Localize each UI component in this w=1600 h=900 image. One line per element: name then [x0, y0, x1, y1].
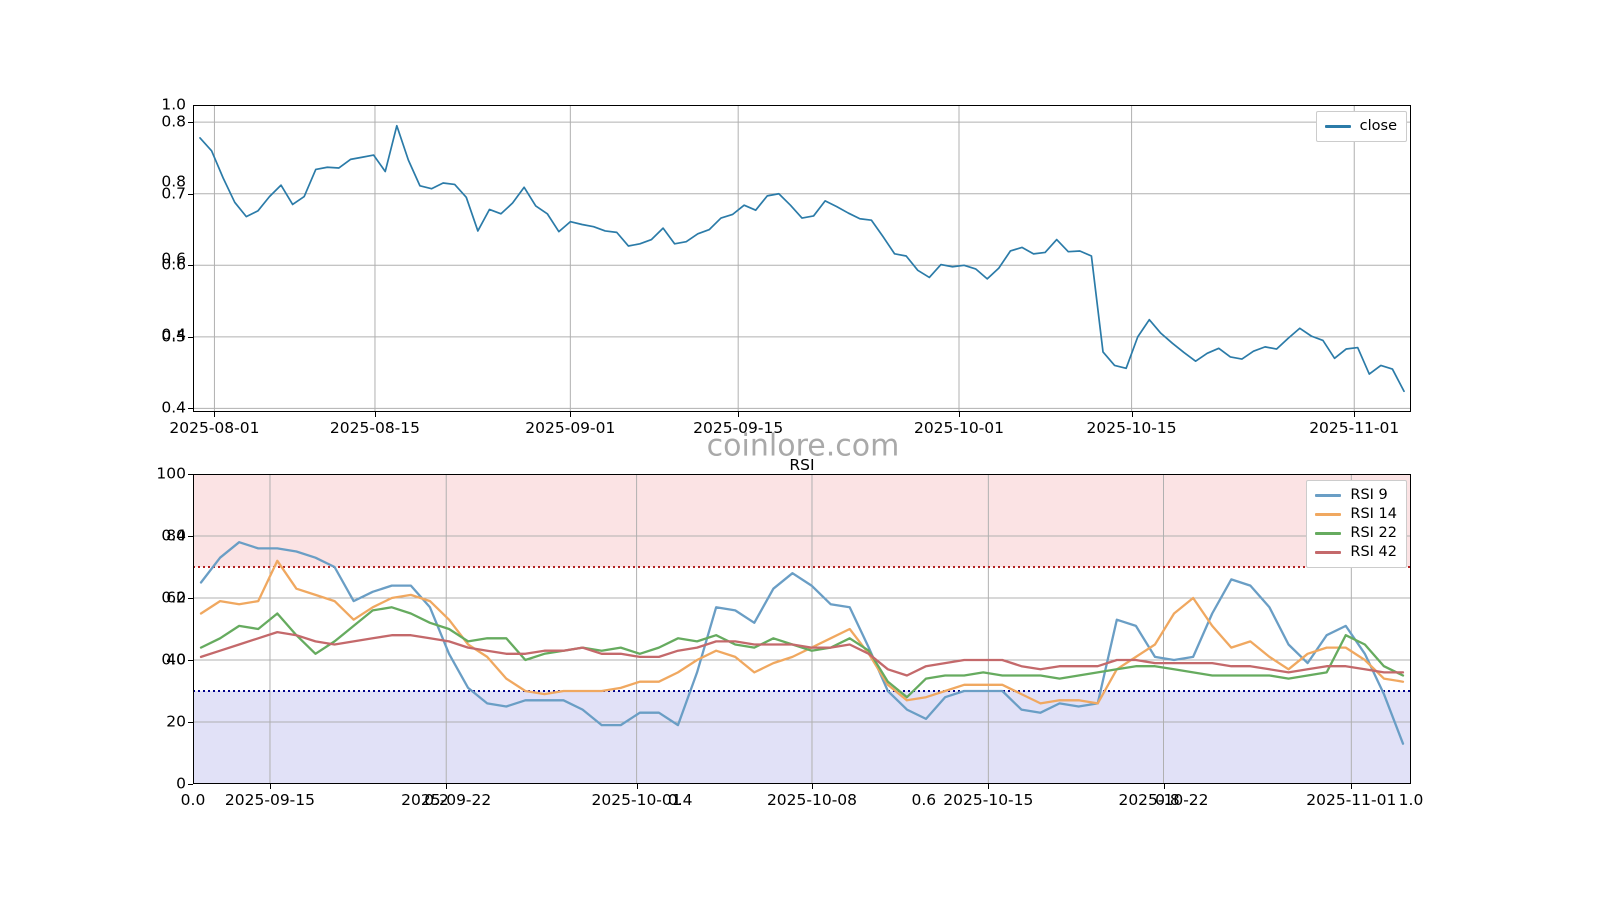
tick-mark — [188, 598, 193, 599]
tick-mark — [188, 722, 193, 723]
price-y-tick: 0.4 — [161, 398, 186, 417]
legend-item: close — [1324, 117, 1397, 136]
rsi-y-tick-secondary: 0.4 — [161, 526, 186, 545]
price-chart-panel: 0.8 0.7 0.6 0.5 0.4 1.0 0.8 0.6 0.4 2025-08-01 20… — [161, 97, 1411, 436]
rsi-x-tick: 2025-09-22 — [401, 791, 492, 809]
legend-label-rsi42: RSI 42 — [1350, 544, 1397, 561]
rsi-x-tick-secondary: 0.0 — [180, 791, 206, 809]
price-x-tick: 2025-10-15 — [1086, 419, 1177, 437]
rsi-legend: RSI 9 RSI 14 RSI 22 RSI 42 — [1306, 480, 1407, 568]
price-y-tick: 0.7 — [161, 183, 186, 202]
tick-mark — [188, 336, 193, 338]
legend-label-rsi9: RSI 9 — [1350, 487, 1388, 504]
rsi-x-tick-secondary: 0.8 — [1155, 791, 1180, 809]
tick-mark — [188, 474, 193, 475]
legend-swatch-rsi9 — [1315, 494, 1342, 497]
rsi-y-tick: 80 — [166, 526, 186, 545]
price-x-tick: 2025-09-15 — [693, 419, 784, 437]
price-x-tick: 2025-09-01 — [525, 419, 616, 437]
tick-mark — [188, 193, 193, 195]
rsi-x-tick: 2025-10-15 — [943, 791, 1034, 809]
tick-mark — [188, 536, 193, 537]
tick-mark — [1351, 784, 1353, 789]
price-y-tick: 0.5 — [161, 327, 186, 346]
tick-mark — [811, 784, 813, 789]
tick-mark — [188, 660, 193, 661]
rsi-plot-area — [193, 474, 1411, 784]
rsi-y-tick: 60 — [166, 588, 186, 607]
price-y-tick: 0.8 — [161, 112, 186, 131]
legend-item: RSI 9 — [1315, 486, 1397, 505]
legend-swatch-rsi22 — [1315, 532, 1342, 535]
rsi-x-tick-secondary: 1.0 — [1398, 791, 1424, 809]
price-plot-area — [193, 105, 1411, 412]
rsi-y-tick-secondary: 0.2 — [161, 588, 186, 607]
legend-item: RSI 22 — [1315, 524, 1397, 543]
price-legend: close — [1315, 111, 1407, 142]
tick-mark — [446, 784, 448, 789]
legend-label-rsi22: RSI 22 — [1350, 525, 1397, 542]
tick-mark — [188, 784, 193, 785]
legend-swatch-rsi14 — [1315, 513, 1342, 516]
legend-label-close: close — [1359, 118, 1397, 135]
tick-mark — [188, 265, 193, 267]
price-y-tick-secondary: 0.8 — [161, 172, 186, 190]
tick-mark — [570, 412, 572, 417]
rsi-x-tick: 2025-11-01 — [1306, 791, 1397, 809]
price-x-tick: 2025-08-01 — [169, 419, 260, 437]
price-y-tick: 0.6 — [161, 255, 186, 274]
tick-mark — [1163, 784, 1165, 789]
rsi-y-tick: 20 — [166, 712, 186, 731]
tick-mark — [214, 412, 216, 417]
rsi-y-tick: 0 — [176, 774, 186, 793]
rsi-y-tick: 40 — [166, 650, 186, 669]
tick-mark — [269, 784, 271, 789]
price-x-tick: 2025-11-01 — [1309, 419, 1400, 437]
price-y-tick-secondary: 1.0 — [161, 95, 186, 114]
tick-mark — [636, 784, 638, 789]
rsi-panel-title: RSI — [789, 456, 815, 474]
price-x-tick: 2025-08-15 — [329, 419, 421, 437]
rsi-chart-panel: 100 80 60 40 20 0 0.4 0.2 0.0 2025-09-15 2025-09-… — [156, 456, 1423, 808]
legend-swatch-rsi42 — [1315, 551, 1342, 554]
rsi-x-tick-secondary: 0.4 — [667, 791, 693, 809]
rsi-y-tick-secondary: 0.0 — [161, 650, 186, 669]
legend-swatch-close — [1324, 125, 1351, 128]
tick-mark — [1354, 412, 1356, 417]
price-y-tick-secondary: 0.6 — [161, 248, 186, 267]
tick-mark — [988, 784, 990, 789]
rsi-x-tick: 2025-10-22 — [1118, 791, 1209, 809]
price-x-tick: 2025-10-01 — [913, 419, 1005, 437]
tick-mark — [374, 412, 376, 417]
watermark-coinlore: coinlore.com — [706, 428, 900, 464]
rsi-x-tick: 2025-10-01 — [591, 791, 682, 809]
tick-mark — [188, 122, 193, 124]
price-y-tick-secondary: 0.4 — [161, 325, 186, 344]
tick-mark — [1131, 412, 1133, 417]
tick-mark — [738, 412, 740, 417]
tick-mark — [188, 408, 193, 410]
legend-item: RSI 42 — [1315, 543, 1397, 562]
rsi-x-tick-secondary: 0.2 — [424, 791, 449, 809]
tick-mark — [959, 412, 960, 417]
legend-label-rsi14: RSI 14 — [1350, 506, 1397, 523]
rsi-x-tick: 2025-09-15 — [224, 791, 316, 809]
rsi-x-tick-secondary: 0.6 — [911, 791, 937, 809]
legend-item: RSI 14 — [1315, 505, 1397, 524]
rsi-y-tick: 100 — [156, 464, 186, 483]
rsi-x-tick: 2025-10-08 — [766, 791, 858, 809]
